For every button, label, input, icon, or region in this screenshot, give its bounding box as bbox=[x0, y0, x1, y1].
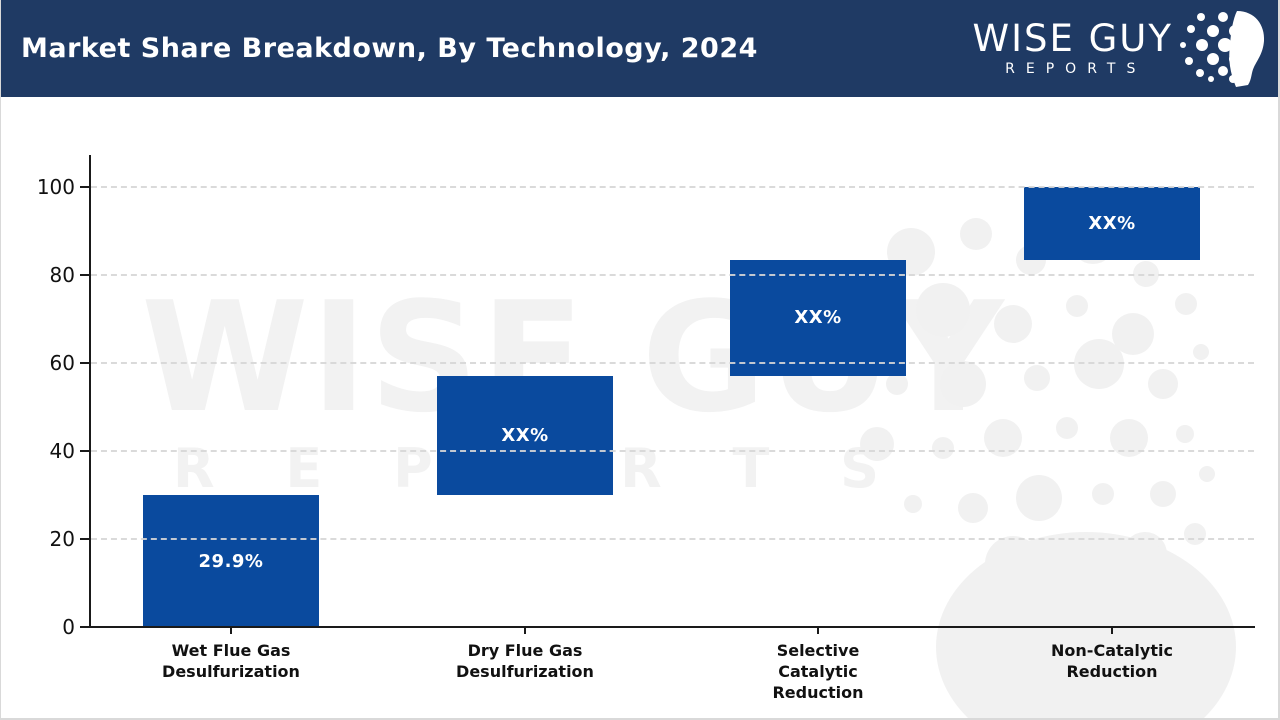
x-tick-mark bbox=[524, 627, 526, 634]
bar-segment: XX% bbox=[1024, 187, 1200, 260]
y-tick-mark bbox=[80, 186, 89, 188]
y-tick-label: 40 bbox=[49, 439, 75, 463]
category-label: Selective Catalytic Reduction bbox=[772, 641, 864, 702]
bar-segment: XX% bbox=[730, 259, 906, 377]
category-label: Dry Flue Gas Desulfurization bbox=[456, 641, 594, 681]
logo-wordmark-main: WISE GUY bbox=[972, 17, 1173, 60]
y-tick-label: 60 bbox=[49, 351, 75, 375]
category-label: Wet Flue Gas Desulfurization bbox=[162, 641, 300, 681]
bar-segment: 29.9% bbox=[143, 495, 319, 627]
x-tick-mark bbox=[1111, 627, 1113, 634]
y-tick-mark bbox=[80, 538, 89, 540]
y-tick-label: 20 bbox=[49, 527, 75, 551]
category-label: Non-Catalytic Reduction bbox=[1051, 641, 1173, 681]
chart-area: WISE GUY R E P O R T S 29.9%XX%XX%XX% bbox=[1, 97, 1278, 718]
y-tick-mark bbox=[80, 274, 89, 276]
y-tick-label: 0 bbox=[62, 615, 75, 639]
gridline bbox=[91, 538, 1254, 540]
header-bar: Market Share Breakdown, By Technology, 2… bbox=[1, 0, 1278, 97]
logo-face-icon bbox=[1180, 10, 1265, 87]
brand-logo: WISE GUY REPORTS bbox=[973, 7, 1267, 91]
page-title: Market Share Breakdown, By Technology, 2… bbox=[21, 33, 758, 64]
logo-wordmark: WISE GUY REPORTS bbox=[973, 20, 1173, 77]
y-tick-label: 100 bbox=[36, 175, 75, 199]
gridline bbox=[91, 362, 1254, 364]
x-tick-mark bbox=[817, 627, 819, 634]
y-axis-line bbox=[89, 155, 91, 627]
gridline bbox=[91, 274, 1254, 276]
x-axis-line bbox=[89, 626, 1255, 628]
y-tick-mark bbox=[80, 626, 89, 628]
bar-value-label: XX% bbox=[501, 425, 549, 447]
y-tick-label: 80 bbox=[49, 263, 75, 287]
gridline bbox=[91, 450, 1254, 452]
bar-segment: XX% bbox=[437, 376, 613, 496]
bar-value-label: XX% bbox=[794, 307, 842, 329]
y-tick-mark bbox=[80, 450, 89, 452]
bar-value-label: 29.9% bbox=[198, 550, 264, 572]
gridline bbox=[91, 186, 1254, 188]
bar-value-label: XX% bbox=[1088, 212, 1136, 234]
x-tick-mark bbox=[230, 627, 232, 634]
logo-wordmark-sub: REPORTS bbox=[1005, 61, 1147, 77]
y-tick-mark bbox=[80, 362, 89, 364]
